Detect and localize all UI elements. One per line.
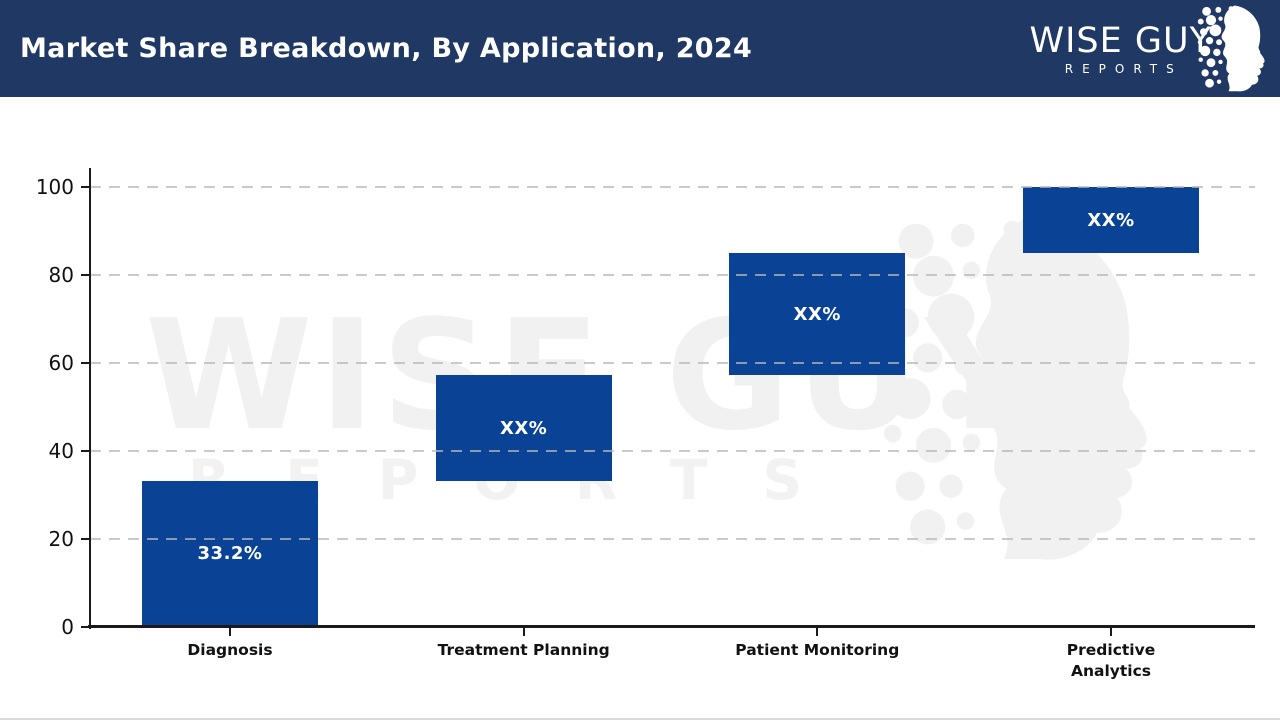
brand-subtitle: REPORTS bbox=[1064, 61, 1183, 76]
y-tick-mark bbox=[81, 274, 90, 276]
x-axis-line bbox=[88, 625, 1255, 628]
bar-treatment-planning: XX% bbox=[435, 375, 612, 481]
category-label-predictive-analytics: Predictive Analytics bbox=[1066, 641, 1156, 680]
bar-predictive-analytics: XX% bbox=[1023, 187, 1199, 253]
watermark-head-icon bbox=[875, 212, 1167, 562]
y-tick-label: 0 bbox=[61, 615, 74, 639]
brand-logo: WISE GUY REPORTS bbox=[1029, 4, 1270, 92]
bar-diagnosis: 33.2% bbox=[142, 480, 318, 627]
category-label-patient-monitoring: Patient Monitoring bbox=[735, 641, 900, 659]
y-tick-mark bbox=[81, 450, 90, 452]
gridline-80 bbox=[90, 274, 1255, 276]
bar-value-label: XX% bbox=[500, 417, 548, 439]
x-tick-mark bbox=[522, 628, 525, 636]
gridline-40 bbox=[90, 450, 1255, 452]
y-tick-mark bbox=[81, 186, 90, 188]
y-tick-label: 100 bbox=[35, 175, 74, 199]
bar-value-label: 33.2% bbox=[197, 543, 263, 565]
gridline-100 bbox=[90, 186, 1255, 188]
bar-patient-monitoring: XX% bbox=[729, 253, 906, 376]
y-axis-line bbox=[89, 168, 91, 629]
x-tick-mark bbox=[1110, 628, 1112, 636]
y-tick-label: 60 bbox=[48, 351, 74, 375]
gridline-60 bbox=[90, 362, 1255, 364]
chart-title: Market Share Breakdown, By Application, … bbox=[20, 33, 753, 64]
x-tick-mark bbox=[229, 628, 231, 636]
y-tick-mark bbox=[81, 362, 90, 364]
y-tick-mark bbox=[81, 626, 90, 628]
header-bar: Market Share Breakdown, By Application, … bbox=[0, 0, 1280, 97]
y-tick-label: 40 bbox=[48, 439, 74, 463]
y-tick-label: 80 bbox=[48, 263, 74, 287]
brand-head-icon bbox=[1196, 4, 1270, 92]
category-label-diagnosis: Diagnosis bbox=[187, 641, 273, 659]
category-label-treatment-planning: Treatment Planning bbox=[437, 641, 610, 659]
bar-value-label: XX% bbox=[1087, 209, 1135, 231]
brand-logo-text: WISE GUY REPORTS bbox=[1029, 21, 1212, 76]
y-tick-label: 20 bbox=[48, 527, 74, 551]
x-tick-mark bbox=[816, 628, 819, 636]
brand-name: WISE GUY bbox=[1029, 20, 1212, 61]
y-tick-mark bbox=[81, 538, 90, 540]
bar-value-label: XX% bbox=[793, 303, 841, 325]
gridline-20 bbox=[90, 538, 1255, 540]
